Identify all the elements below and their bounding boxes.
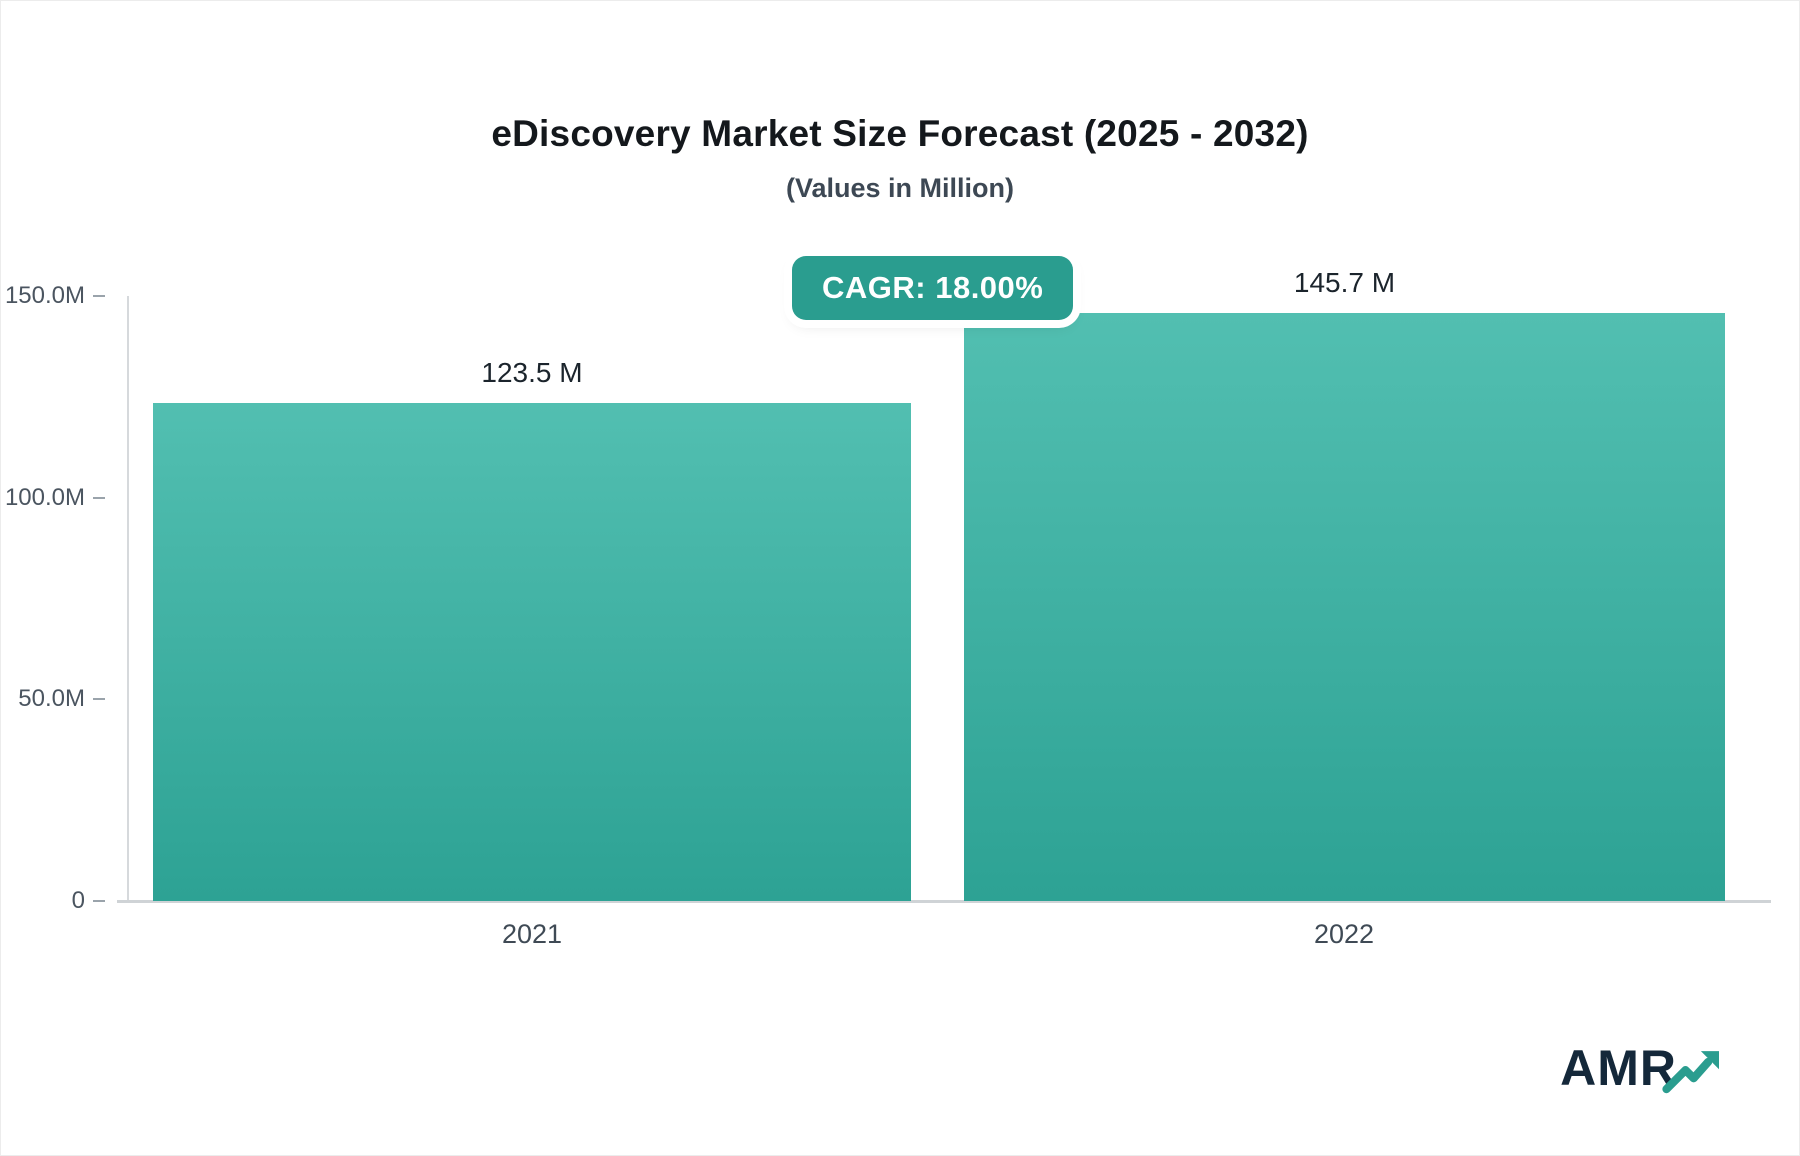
y-tick-mark: [93, 698, 105, 701]
plot-area: 123.5 M 145.7 M 2021 2022 CAGR: 18.00%: [117, 256, 1771, 949]
cagr-badge: CAGR: 18.00%: [792, 256, 1074, 320]
trending-up-arrow-icon: [1662, 1051, 1719, 1094]
x-axis-line: [117, 900, 1771, 903]
bar-value-label: 123.5 M: [481, 356, 583, 388]
amr-logo: AMR: [1560, 1039, 1719, 1097]
x-tick-label-2021: 2021: [501, 919, 563, 949]
y-tick-label: 150.0M: [4, 282, 85, 309]
y-axis: 150.0M 100.0M 50.0M 0: [1, 282, 113, 914]
x-tick-label-2022: 2022: [1313, 919, 1375, 949]
y-tick-mark: [93, 295, 105, 297]
y-axis-line: [127, 296, 129, 901]
bar-2021: 123.5 M: [153, 357, 911, 901]
y-tick-label: 100.0M: [4, 483, 85, 511]
chart-title: eDiscovery Market Size Forecast (2025 - …: [491, 113, 1309, 154]
bar-value-label: 145.7 M: [1293, 267, 1396, 299]
chart-subtitle: (Values in Million): [785, 173, 1015, 203]
y-tick-label: 0: [71, 887, 85, 914]
y-tick-mark: [93, 900, 105, 902]
bar-2022: 145.7 M: [964, 267, 1725, 901]
y-tick-label: 50.0M: [18, 685, 85, 713]
amr-logo-text: AMR: [1560, 1040, 1677, 1096]
y-tick-mark: [93, 496, 105, 499]
